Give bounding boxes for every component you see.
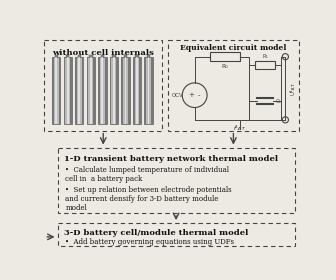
Bar bbox=[57, 148, 295, 213]
Bar bbox=[57, 223, 295, 246]
Bar bbox=[210, 52, 240, 61]
Text: C₁: C₁ bbox=[276, 99, 282, 104]
Bar bbox=[112, 55, 116, 57]
Bar bbox=[55, 57, 57, 124]
Bar bbox=[82, 57, 83, 124]
Bar bbox=[44, 40, 162, 130]
Bar bbox=[75, 57, 77, 124]
Bar bbox=[87, 57, 88, 124]
Bar bbox=[121, 57, 123, 124]
Bar bbox=[144, 57, 146, 124]
Bar bbox=[101, 57, 103, 124]
Bar bbox=[113, 57, 115, 124]
Bar bbox=[136, 57, 138, 124]
Text: •  Set up relation between electrode potentials
and current densify for 3-D batt: • Set up relation between electrode pote… bbox=[65, 186, 232, 213]
Text: Iᴬᴀᴛ: Iᴬᴀᴛ bbox=[234, 126, 246, 131]
Bar bbox=[116, 57, 118, 124]
Bar bbox=[59, 57, 60, 124]
Text: Uᴬᴀᴛ: Uᴬᴀᴛ bbox=[291, 82, 296, 95]
Bar bbox=[255, 60, 275, 69]
Bar bbox=[168, 40, 299, 130]
Bar bbox=[133, 57, 141, 124]
Bar bbox=[89, 55, 92, 57]
Text: -: - bbox=[197, 92, 200, 98]
Bar bbox=[87, 57, 95, 124]
Bar bbox=[52, 57, 60, 124]
Text: 3-D battery cell/module thermal model: 3-D battery cell/module thermal model bbox=[64, 229, 248, 237]
Bar bbox=[90, 57, 92, 124]
Bar bbox=[133, 57, 134, 124]
Bar bbox=[78, 57, 80, 124]
Bar bbox=[64, 57, 65, 124]
Text: R₁: R₁ bbox=[262, 54, 268, 59]
Bar bbox=[64, 57, 72, 124]
Bar bbox=[110, 57, 118, 124]
Bar bbox=[75, 57, 83, 124]
Text: R₀: R₀ bbox=[221, 64, 228, 69]
Bar bbox=[148, 57, 150, 124]
Text: OCV: OCV bbox=[172, 93, 184, 98]
Bar bbox=[135, 55, 139, 57]
Bar bbox=[151, 57, 153, 124]
Bar bbox=[70, 57, 72, 124]
Text: •  Add battery governing equations using UDFs: • Add battery governing equations using … bbox=[65, 238, 234, 246]
Bar bbox=[139, 57, 141, 124]
Bar bbox=[110, 57, 112, 124]
Bar bbox=[128, 57, 130, 124]
Text: Equivalent circuit model: Equivalent circuit model bbox=[180, 44, 287, 52]
Bar bbox=[121, 57, 130, 124]
Bar bbox=[147, 55, 150, 57]
Bar bbox=[93, 57, 95, 124]
Text: •  Calculate lumped temperature of individual
cell in  a battery pack: • Calculate lumped temperature of indivi… bbox=[65, 166, 229, 183]
Bar bbox=[98, 57, 100, 124]
Bar bbox=[124, 55, 127, 57]
Bar bbox=[54, 55, 58, 57]
Text: +: + bbox=[188, 92, 195, 98]
Bar bbox=[52, 57, 54, 124]
Bar bbox=[78, 55, 81, 57]
Bar bbox=[125, 57, 126, 124]
Text: 1-D transient battery network thermal model: 1-D transient battery network thermal mo… bbox=[64, 155, 278, 163]
Bar bbox=[105, 57, 107, 124]
Bar bbox=[144, 57, 153, 124]
Text: without cell internals: without cell internals bbox=[52, 49, 154, 57]
Bar bbox=[66, 55, 70, 57]
Bar bbox=[101, 55, 104, 57]
Bar bbox=[67, 57, 69, 124]
Bar bbox=[98, 57, 107, 124]
